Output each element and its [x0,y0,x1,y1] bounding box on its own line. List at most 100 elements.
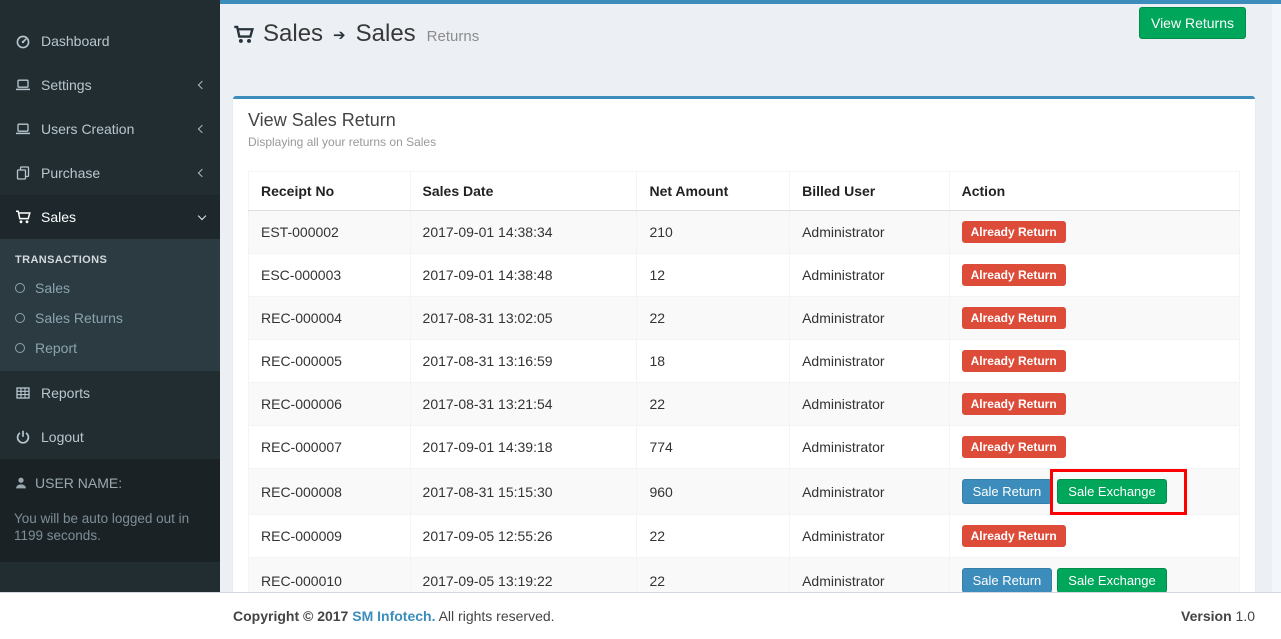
table-row: REC-000007 2017-09-01 14:39:18 774 Administ… [248,425,1241,469]
submenu-item-label: Sales Returns [35,310,123,326]
cart-icon [233,24,254,45]
cell-sales-date: 2017-09-05 13:19:22 [409,557,638,592]
cell-action: Already Return [948,339,1241,383]
submenu-item-label: Report [35,340,78,356]
cell-sales-date: 2017-08-31 13:21:54 [409,382,638,426]
copy-icon [15,165,31,181]
sidebar-item-reports[interactable]: Reports [0,371,220,415]
box-title: View Sales Return [248,110,396,130]
cell-receipt-no: REC-000005 [248,339,411,383]
cell-action: Already Return [948,253,1241,297]
cell-receipt-no: REC-000007 [248,425,411,469]
cell-billed-user: Administrator [789,557,950,592]
chevron-down-icon [197,211,207,220]
table-row: REC-000010 2017-09-05 13:19:22 22 Administr… [248,557,1241,592]
cart-icon [15,209,31,225]
already-return-badge: Already Return [961,221,1066,243]
submenu-item-label: Sales [35,280,71,296]
cell-action: Already Return [948,514,1241,558]
sales-return-box: View Sales Return Displaying all your re… [233,96,1255,592]
cell-net-amount: 22 [636,382,791,426]
chevron-left-icon [197,168,207,178]
sale-return-button[interactable]: Sale Return [961,479,1053,504]
chevron-left-icon [197,124,207,134]
sidebar-item-label: Purchase [41,165,101,181]
cell-sales-date: 2017-09-01 14:39:18 [409,425,638,469]
user-icon [14,476,28,490]
table-row: REC-000005 2017-08-31 13:16:59 18 Administr… [248,339,1241,383]
column-header-billed-user: Billed User [789,171,950,211]
footer: Copyright © 2017 SM Infotech. All rights… [0,592,1281,639]
company-link[interactable]: SM Infotech. [352,608,436,624]
cell-action: Sale Return Sale Exchange [948,468,1241,515]
view-returns-button[interactable]: View Returns [1138,7,1246,39]
column-header-receipt-no: Receipt No [248,171,411,211]
sales-return-table: Receipt No Sales Date Net Amount Billed … [248,171,1241,592]
column-header-action: Action [948,171,1241,211]
already-return-badge: Already Return [961,264,1066,286]
sales-submenu: TRANSACTIONS Sales Sales Returns Report [0,239,220,371]
table-row: EST-000002 2017-09-01 14:38:34 210 Administ… [248,210,1241,254]
sale-exchange-button[interactable]: Sale Exchange [1057,568,1167,592]
sidebar-item-sales[interactable]: Sales [0,195,220,239]
cell-billed-user: Administrator [789,253,950,297]
sidebar-item-label: Sales [41,209,77,225]
sale-exchange-button[interactable]: Sale Exchange [1057,479,1167,504]
sidebar-item-users-creation[interactable]: Users Creation [0,107,220,151]
submenu-item-sales-returns[interactable]: Sales Returns [0,303,220,333]
circle-icon [15,283,25,293]
already-return-badge: Already Return [961,436,1066,458]
table-row: REC-000008 2017-08-31 15:15:30 960 Administ… [248,468,1241,515]
sidebar-item-label: Dashboard [41,33,110,49]
user-panel: USER NAME: You will be auto logged out i… [0,459,220,562]
already-return-badge: Already Return [961,393,1066,415]
sidebar-item-label: Logout [41,429,84,445]
scrollbar-track[interactable] [1272,4,1281,592]
table-row: ESC-000003 2017-09-01 14:38:48 12 Administr… [248,253,1241,297]
top-accent-bar [220,0,1281,4]
column-header-sales-date: Sales Date [409,171,638,211]
sale-return-button[interactable]: Sale Return [961,568,1053,592]
table-icon [15,385,31,401]
table-row: REC-000004 2017-08-31 13:02:05 22 Administr… [248,296,1241,340]
main-content: Sales ➔ Sales Returns View Returns View … [220,0,1281,592]
circle-icon [15,313,25,323]
cell-sales-date: 2017-08-31 13:02:05 [409,296,638,340]
cell-receipt-no: REC-000008 [248,468,411,515]
sidebar-item-dashboard[interactable]: Dashboard [0,19,220,63]
version-text: Version 1.0 [1181,608,1255,624]
sales-return-table-body: EST-000002 2017-09-01 14:38:34 210 Administ… [248,210,1241,592]
submenu-item-sales[interactable]: Sales [0,273,220,303]
submenu-item-report[interactable]: Report [0,333,220,363]
cell-billed-user: Administrator [789,514,950,558]
sidebar-item-label: Reports [41,385,91,401]
column-header-net-amount: Net Amount [636,171,791,211]
sidebar-item-settings[interactable]: Settings [0,63,220,107]
cell-net-amount: 774 [636,425,791,469]
arrow-right-icon: ➔ [333,27,346,44]
copyright-text: Copyright © 2017 SM Infotech. All rights… [233,608,555,624]
already-return-badge: Already Return [961,350,1066,372]
cell-billed-user: Administrator [789,468,950,515]
user-name-label: USER NAME: [35,475,123,491]
breadcrumb-sub: Returns [426,27,480,45]
cell-receipt-no: ESC-000003 [248,253,411,297]
cell-billed-user: Administrator [789,425,950,469]
submenu-header: TRANSACTIONS [15,254,108,266]
cell-sales-date: 2017-08-31 15:15:30 [409,468,638,515]
sidebar: Dashboard Settings Users Creation [0,0,220,592]
cell-net-amount: 18 [636,339,791,383]
sidebar-item-purchase[interactable]: Purchase [0,151,220,195]
cell-billed-user: Administrator [789,210,950,254]
content-header: Sales ➔ Sales Returns View Returns [220,4,1281,48]
cell-receipt-no: REC-000009 [248,514,411,558]
circle-icon [15,343,25,353]
cell-receipt-no: REC-000010 [248,557,411,592]
power-icon [15,429,31,445]
page-title: Sales ➔ Sales Returns [233,20,1246,48]
dashboard-icon [15,33,31,49]
cell-action: Already Return [948,425,1241,469]
sidebar-item-logout[interactable]: Logout [0,415,220,459]
cell-receipt-no: REC-000004 [248,296,411,340]
breadcrumb-primary: Sales [263,20,324,47]
